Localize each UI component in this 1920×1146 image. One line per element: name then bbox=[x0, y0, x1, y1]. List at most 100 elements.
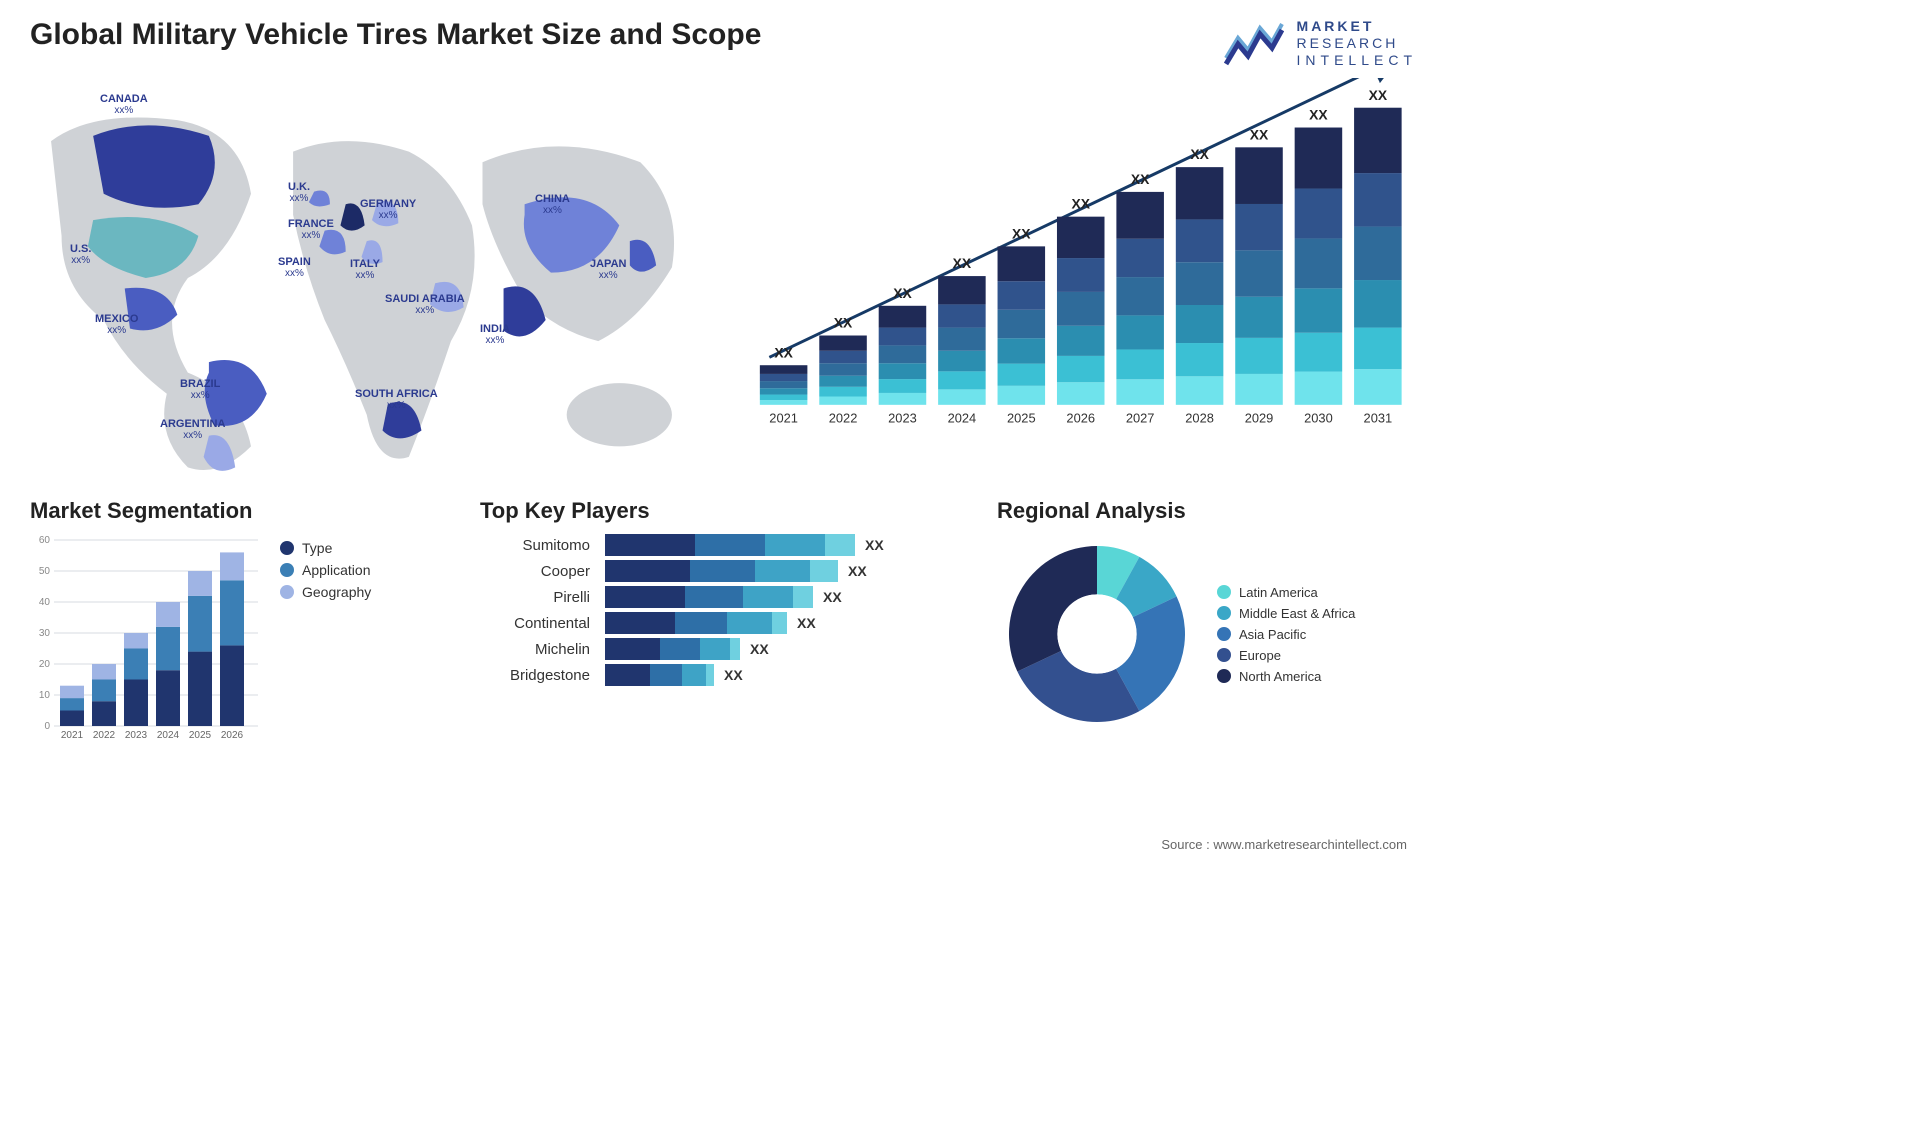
svg-text:XX: XX bbox=[1190, 147, 1209, 163]
svg-text:60: 60 bbox=[39, 535, 51, 546]
svg-text:2022: 2022 bbox=[93, 730, 116, 741]
player-row: Sumitomo XX bbox=[480, 534, 967, 556]
map-label: ITALYxx% bbox=[350, 258, 380, 281]
map-label: INDIAxx% bbox=[480, 323, 510, 346]
logo-line2: RESEARCH bbox=[1297, 35, 1417, 52]
player-name: Pirelli bbox=[480, 589, 590, 606]
svg-text:40: 40 bbox=[39, 597, 51, 608]
player-value: XX bbox=[823, 589, 842, 605]
regional-title: Regional Analysis bbox=[997, 498, 1417, 524]
svg-text:2023: 2023 bbox=[125, 730, 148, 741]
map-label: ARGENTINAxx% bbox=[160, 418, 225, 441]
world-map-panel: CANADAxx% U.S.xx% MEXICOxx% BRAZILxx% ARGENT… bbox=[30, 78, 704, 478]
player-value: XX bbox=[724, 667, 743, 683]
player-bar bbox=[605, 586, 813, 608]
map-label: SAUDI ARABIAxx% bbox=[385, 293, 465, 316]
player-value: XX bbox=[750, 641, 769, 657]
svg-text:2024: 2024 bbox=[157, 730, 180, 741]
svg-text:2029: 2029 bbox=[1244, 411, 1273, 426]
svg-text:2030: 2030 bbox=[1304, 411, 1333, 426]
map-label: U.S.xx% bbox=[70, 243, 91, 266]
legend-item: Asia Pacific bbox=[1217, 627, 1355, 642]
svg-text:XX: XX bbox=[893, 285, 912, 301]
player-bar bbox=[605, 612, 787, 634]
player-row: Bridgestone XX bbox=[480, 664, 967, 686]
svg-text:0: 0 bbox=[44, 721, 50, 732]
player-bar bbox=[605, 560, 838, 582]
map-label: CHINAxx% bbox=[535, 193, 570, 216]
source-text: Source : www.marketresearchintellect.com bbox=[1161, 837, 1407, 852]
player-name: Bridgestone bbox=[480, 667, 590, 684]
svg-text:10: 10 bbox=[39, 690, 51, 701]
logo: MARKET RESEARCH INTELLECT bbox=[1224, 18, 1417, 68]
svg-text:20: 20 bbox=[39, 659, 51, 670]
player-bar bbox=[605, 638, 740, 660]
player-name: Michelin bbox=[480, 641, 590, 658]
segmentation-title: Market Segmentation bbox=[30, 498, 450, 524]
player-bar bbox=[605, 534, 855, 556]
player-row: Michelin XX bbox=[480, 638, 967, 660]
legend-item: North America bbox=[1217, 669, 1355, 684]
regional-legend: Latin AmericaMiddle East & AfricaAsia Pa… bbox=[1217, 579, 1355, 690]
player-value: XX bbox=[848, 563, 867, 579]
svg-text:XX: XX bbox=[774, 345, 793, 361]
player-row: Pirelli XX bbox=[480, 586, 967, 608]
legend-item: Latin America bbox=[1217, 585, 1355, 600]
svg-text:XX: XX bbox=[952, 256, 971, 272]
map-label: BRAZILxx% bbox=[180, 378, 220, 401]
svg-text:2026: 2026 bbox=[221, 730, 244, 741]
svg-text:XX: XX bbox=[1249, 127, 1268, 143]
logo-line1: MARKET bbox=[1297, 18, 1417, 35]
svg-text:2028: 2028 bbox=[1185, 411, 1214, 426]
svg-text:2021: 2021 bbox=[61, 730, 84, 741]
svg-text:50: 50 bbox=[39, 566, 51, 577]
svg-text:2021: 2021 bbox=[769, 411, 798, 426]
svg-text:XX: XX bbox=[1309, 107, 1328, 123]
svg-text:2025: 2025 bbox=[1007, 411, 1036, 426]
svg-text:2031: 2031 bbox=[1363, 411, 1392, 426]
segmentation-panel: Market Segmentation 0 10 20 30 40 50 60 2021 202… bbox=[30, 498, 450, 744]
svg-text:XX: XX bbox=[1071, 196, 1090, 212]
logo-line3: INTELLECT bbox=[1297, 52, 1417, 69]
key-players-list: Sumitomo XX Cooper XX Pirelli XX Contine… bbox=[480, 534, 967, 686]
legend-item: Geography bbox=[280, 584, 371, 600]
svg-text:XX: XX bbox=[1368, 87, 1387, 103]
player-name: Continental bbox=[480, 615, 590, 632]
player-value: XX bbox=[797, 615, 816, 631]
map-label: U.K.xx% bbox=[288, 181, 310, 204]
map-label: SPAINxx% bbox=[278, 256, 311, 279]
legend-item: Europe bbox=[1217, 648, 1355, 663]
svg-text:XX: XX bbox=[1012, 226, 1031, 242]
map-label: MEXICOxx% bbox=[95, 313, 138, 336]
legend-item: Application bbox=[280, 562, 371, 578]
svg-text:2024: 2024 bbox=[947, 411, 976, 426]
key-players-panel: Top Key Players Sumitomo XX Cooper XX Pi… bbox=[480, 498, 967, 744]
svg-text:XX: XX bbox=[833, 315, 852, 331]
key-players-title: Top Key Players bbox=[480, 498, 967, 524]
world-map bbox=[30, 78, 704, 499]
player-bar bbox=[605, 664, 714, 686]
growth-stacked-bar-chart: 2021 XX 2022 XX 2023 XX 2024 XX 2025 XX 2026 XX 2027… bbox=[744, 78, 1417, 435]
segmentation-legend: Type Application Geography bbox=[280, 534, 371, 744]
svg-text:2023: 2023 bbox=[888, 411, 917, 426]
svg-text:2026: 2026 bbox=[1066, 411, 1095, 426]
segmentation-stacked-bar-chart: 0 10 20 30 40 50 60 2021 2022 2023 2024 2025 2026 bbox=[30, 534, 260, 744]
map-label: SOUTH AFRICAxx% bbox=[355, 388, 438, 411]
map-label: CANADAxx% bbox=[100, 93, 148, 116]
map-label: FRANCExx% bbox=[288, 218, 334, 241]
svg-text:2022: 2022 bbox=[828, 411, 857, 426]
regional-donut-chart bbox=[997, 534, 1197, 734]
regional-panel: Regional Analysis Latin AmericaMiddle Ea… bbox=[997, 498, 1417, 744]
svg-text:2027: 2027 bbox=[1125, 411, 1154, 426]
player-row: Cooper XX bbox=[480, 560, 967, 582]
svg-text:30: 30 bbox=[39, 628, 51, 639]
page-title: Global Military Vehicle Tires Market Siz… bbox=[30, 18, 761, 52]
map-label: GERMANYxx% bbox=[360, 198, 416, 221]
growth-chart-panel: 2021 XX 2022 XX 2023 XX 2024 XX 2025 XX 2026 XX 2027… bbox=[744, 78, 1418, 478]
player-name: Cooper bbox=[480, 563, 590, 580]
player-value: XX bbox=[865, 537, 884, 553]
logo-icon bbox=[1224, 20, 1284, 66]
map-label: JAPANxx% bbox=[590, 258, 626, 281]
legend-item: Type bbox=[280, 540, 371, 556]
svg-text:2025: 2025 bbox=[189, 730, 212, 741]
